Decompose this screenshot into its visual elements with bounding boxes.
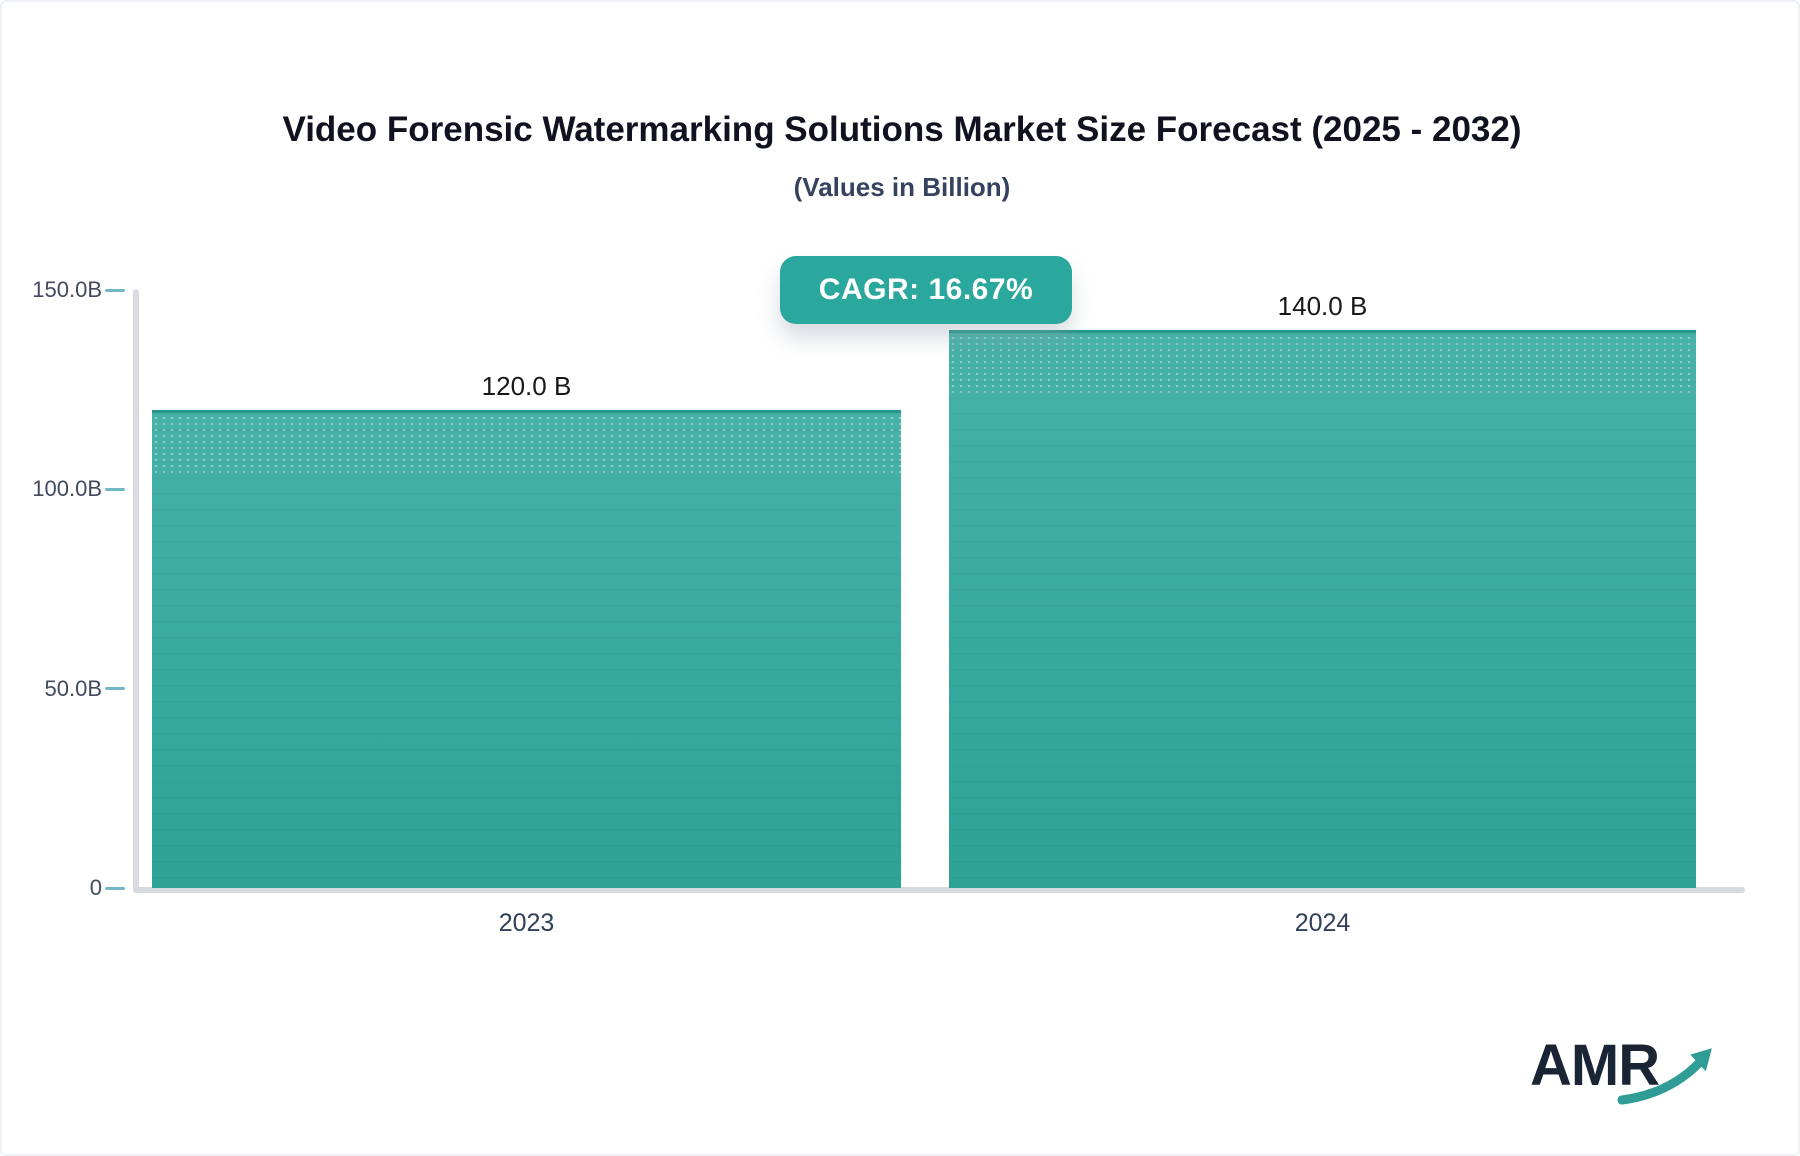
bar-2023	[152, 409, 901, 889]
y-tick-label-100: 100.0B	[32, 476, 102, 502]
bar-value-label: 120.0 B	[481, 370, 572, 401]
bar-value-label: 140.0 B	[1277, 290, 1368, 321]
y-tick-label-50: 50.0B	[44, 675, 103, 701]
y-tick-mark	[105, 687, 125, 691]
page-subtitle: (Values in Billion)	[793, 172, 1011, 202]
bar-2024	[949, 329, 1696, 889]
y-tick-mark	[105, 886, 125, 890]
y-tick-label-0: 0	[89, 875, 102, 900]
amr-logo-text: AMR	[1530, 1033, 1660, 1098]
cagr-badge: CAGR: 16.67%	[780, 256, 1072, 324]
y-tick-mark	[105, 487, 125, 491]
page-title: Video Forensic Watermarking Solutions Ma…	[282, 110, 1522, 149]
y-tick-mark	[105, 288, 125, 292]
bar-column-2024: 140.0 B	[949, 2, 1696, 889]
x-axis-label-2024: 2024	[1294, 909, 1351, 937]
x-axis-label-2023: 2023	[498, 909, 555, 937]
y-axis	[133, 289, 139, 893]
y-tick-label-150: 150.0B	[32, 277, 102, 302]
x-axis	[133, 887, 1745, 893]
amr-logo-arrow-icon	[1617, 1048, 1712, 1105]
bar-column-2023: 120.0 B	[152, 2, 901, 889]
amr-logo: AMR	[1530, 1032, 1720, 1122]
